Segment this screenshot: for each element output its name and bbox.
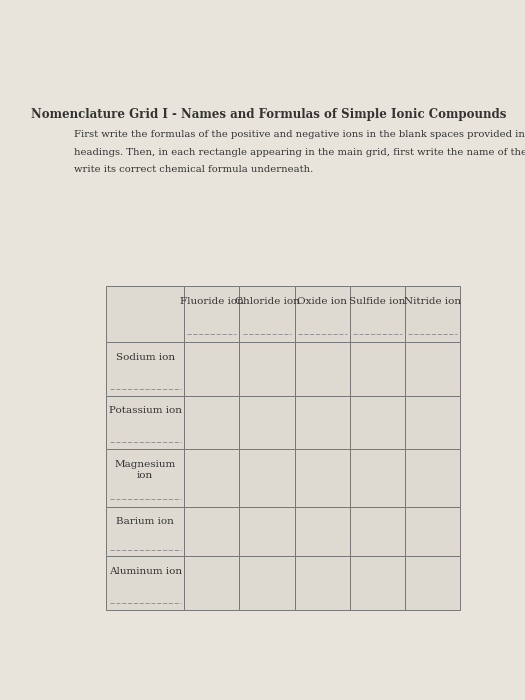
- Bar: [106, 395, 184, 449]
- Text: Sulfide ion: Sulfide ion: [349, 298, 406, 307]
- Text: Barium ion: Barium ion: [117, 517, 174, 526]
- Text: Nitride ion: Nitride ion: [404, 298, 461, 307]
- Bar: [350, 342, 405, 396]
- Bar: [405, 395, 460, 449]
- Bar: [239, 507, 295, 556]
- Bar: [295, 342, 350, 396]
- Bar: [405, 556, 460, 610]
- Bar: [405, 342, 460, 396]
- Text: Aluminum ion: Aluminum ion: [109, 567, 182, 576]
- Bar: [239, 556, 295, 610]
- Bar: [184, 507, 239, 556]
- Bar: [239, 342, 295, 396]
- Bar: [184, 342, 239, 396]
- Text: First write the formulas of the positive and negative ions in the blank spaces p: First write the formulas of the positive…: [74, 130, 525, 139]
- Bar: [350, 395, 405, 449]
- Text: headings. Then, in each rectangle appearing in the main grid, first write the na: headings. Then, in each rectangle appear…: [74, 148, 525, 157]
- Text: write its correct chemical formula underneath.: write its correct chemical formula under…: [74, 165, 313, 174]
- Bar: [295, 556, 350, 610]
- Bar: [405, 507, 460, 556]
- Bar: [350, 507, 405, 556]
- Text: Fluoride ion: Fluoride ion: [180, 298, 244, 307]
- Bar: [295, 395, 350, 449]
- Text: Oxide ion: Oxide ion: [297, 298, 347, 307]
- Bar: [295, 507, 350, 556]
- Text: Magnesium
ion: Magnesium ion: [114, 460, 176, 480]
- Bar: [106, 507, 184, 556]
- Bar: [106, 556, 184, 610]
- Text: Potassium ion: Potassium ion: [109, 406, 182, 415]
- Bar: [184, 395, 239, 449]
- Bar: [184, 556, 239, 610]
- Bar: [239, 395, 295, 449]
- Text: Nomenclature Grid I - Names and Formulas of Simple Ionic Compounds: Nomenclature Grid I - Names and Formulas…: [32, 108, 507, 121]
- Text: Chloride ion: Chloride ion: [235, 298, 299, 307]
- Bar: [106, 342, 184, 396]
- Text: Sodium ion: Sodium ion: [116, 353, 175, 362]
- Bar: [350, 556, 405, 610]
